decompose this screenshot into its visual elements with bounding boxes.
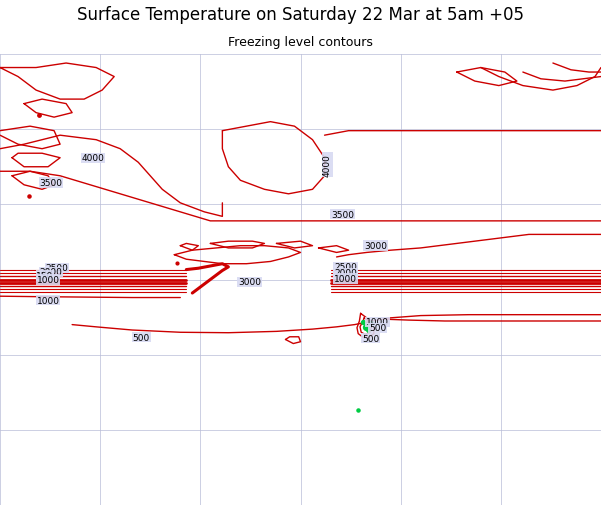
Text: 2000: 2000 [334,269,357,278]
Text: 3500: 3500 [331,210,354,219]
Point [172,259,182,267]
Text: 500: 500 [369,324,386,333]
Text: 1000: 1000 [37,296,59,305]
Text: 500: 500 [133,333,150,342]
Point [364,327,373,335]
Text: 2500: 2500 [46,264,69,273]
Point [358,319,368,327]
Point [361,323,371,331]
Point [34,112,44,120]
Text: 500: 500 [362,334,379,343]
Text: 1000: 1000 [37,275,59,284]
Text: 150: 150 [37,271,53,280]
Point [24,192,34,200]
Text: Surface Temperature on Saturday 22 Mar at 5am +05: Surface Temperature on Saturday 22 Mar a… [77,7,524,24]
Text: 1000: 1000 [366,318,389,327]
Text: 3500: 3500 [40,179,63,188]
Text: 4000: 4000 [82,154,105,163]
Text: 3000: 3000 [364,242,387,250]
Text: 2000: 2000 [40,268,63,277]
Text: 3000: 3000 [238,278,261,287]
Point [353,407,362,415]
Text: 1000: 1000 [334,275,357,283]
Text: 2500: 2500 [334,263,357,272]
Point [366,320,376,328]
Text: 4000: 4000 [323,154,332,177]
Text: Freezing level contours: Freezing level contours [228,36,373,49]
